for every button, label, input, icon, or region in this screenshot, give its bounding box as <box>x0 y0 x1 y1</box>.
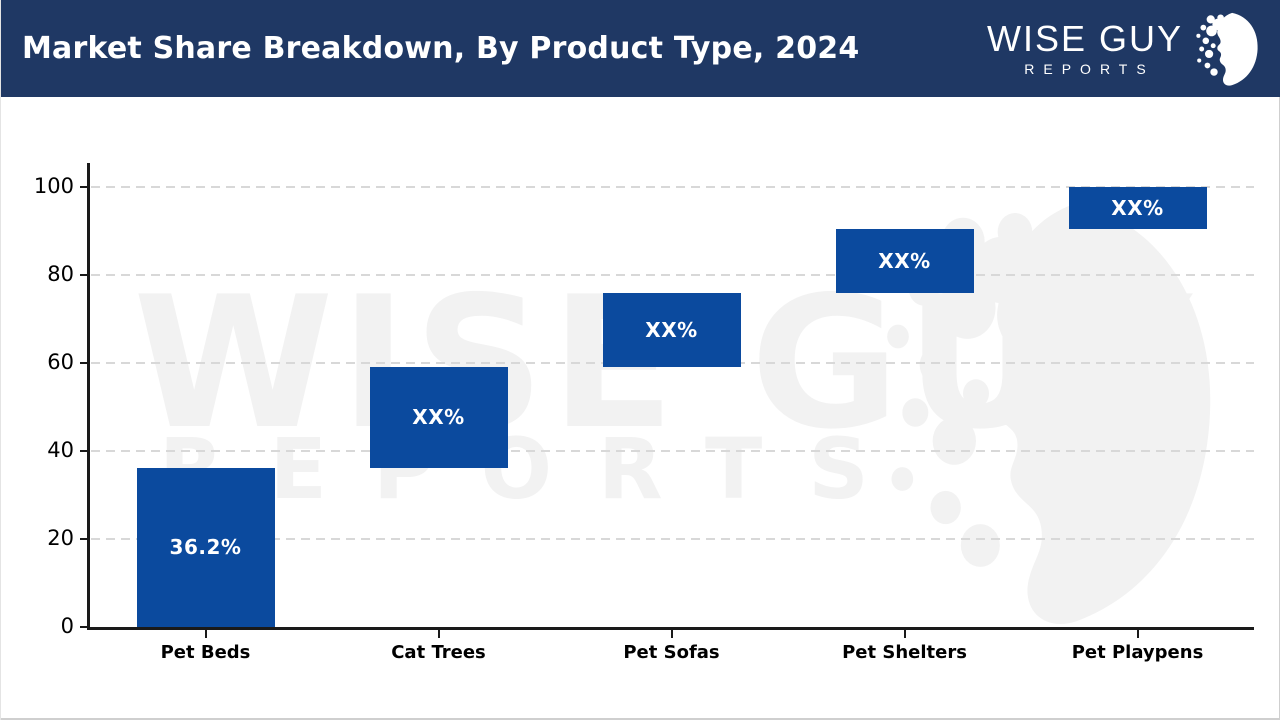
page-bottom-border <box>1 718 1280 720</box>
x-tick-4 <box>1136 630 1139 638</box>
y-tick-label-0: 0 <box>60 614 74 638</box>
bar-cat-trees: XX% <box>369 366 508 468</box>
y-tick-label-80: 80 <box>47 262 74 287</box>
x-axis-line <box>87 627 1254 630</box>
bar-pet-playpens: XX% <box>1068 187 1207 230</box>
gridline-100 <box>91 186 1254 189</box>
x-category-label: Pet Beds <box>160 642 251 663</box>
bar-value-label: XX% <box>1111 196 1164 221</box>
y-tick-label-100: 100 <box>33 174 74 199</box>
x-tick-3 <box>903 630 906 638</box>
brand-logo: WISE GUY REPORTS <box>987 6 1265 92</box>
x-tick-1 <box>437 630 440 638</box>
y-tick-80 <box>80 274 88 277</box>
x-category-label: Cat Trees <box>391 642 486 663</box>
dotted-face-icon <box>1196 12 1258 86</box>
bar-value-label: 36.2% <box>169 535 242 560</box>
x-category-label: Pet Shelters <box>842 642 967 663</box>
x-category-label: Pet Sofas <box>623 642 720 663</box>
y-tick-40 <box>80 450 88 453</box>
x-category-label: Pet Playpens <box>1071 642 1204 663</box>
header-bar: Market Share Breakdown, By Product Type,… <box>1 0 1280 97</box>
y-tick-label-20: 20 <box>47 526 74 551</box>
y-axis-line <box>87 163 90 630</box>
y-tick-20 <box>80 538 88 541</box>
gridline-80 <box>91 274 1254 277</box>
y-tick-label-40: 40 <box>47 438 74 463</box>
bar-value-label: XX% <box>412 405 465 430</box>
y-tick-label-60: 60 <box>47 350 74 375</box>
chart-title: Market Share Breakdown, By Product Type,… <box>22 31 860 66</box>
brand-subname: REPORTS <box>1024 61 1155 77</box>
brand-logo-text: WISE GUY REPORTS <box>986 18 1183 78</box>
gridline-20 <box>91 538 1254 541</box>
bar-pet-beds: 36.2% <box>136 467 275 627</box>
bar-pet-sofas: XX% <box>602 293 741 367</box>
x-tick-0 <box>204 630 207 638</box>
bar-value-label: XX% <box>878 249 931 274</box>
x-tick-2 <box>670 630 673 638</box>
bar-pet-shelters: XX% <box>835 229 974 294</box>
y-tick-0 <box>80 626 88 628</box>
y-tick-60 <box>80 362 88 365</box>
watermark-subtext: REPORTS <box>159 420 915 518</box>
brand-name: WISE GUY <box>986 18 1183 59</box>
bar-value-label: XX% <box>645 317 698 342</box>
y-tick-100 <box>80 186 88 189</box>
gridline-40 <box>91 450 1254 453</box>
